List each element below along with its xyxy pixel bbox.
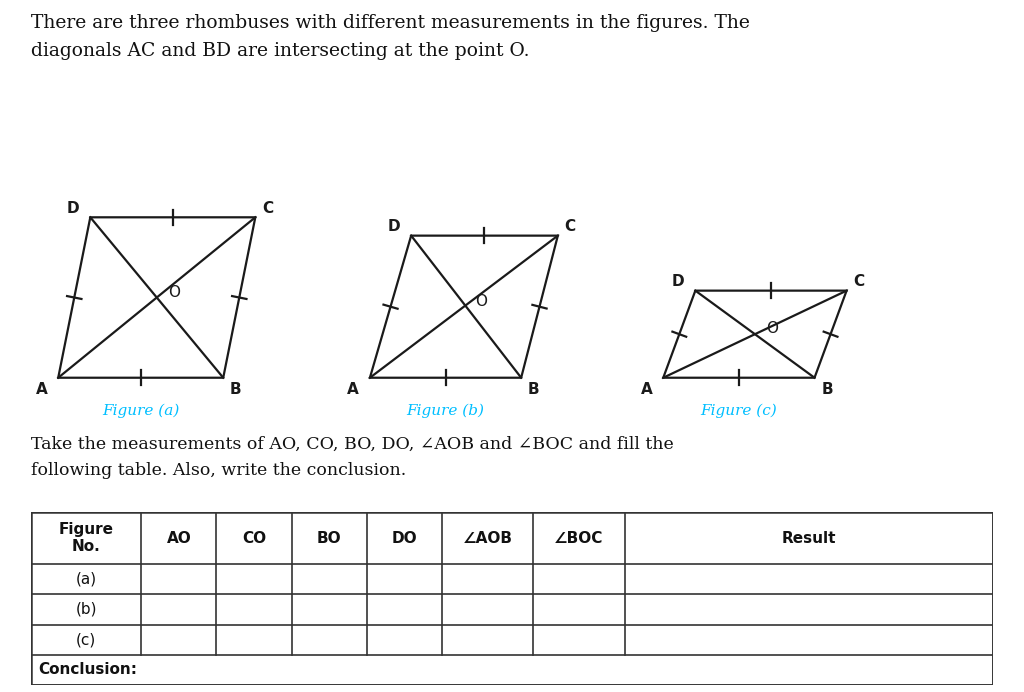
Text: (c): (c): [76, 632, 96, 647]
Text: CO: CO: [242, 531, 266, 545]
Text: B: B: [821, 382, 833, 397]
Text: (a): (a): [76, 572, 96, 587]
Text: ∠AOB: ∠AOB: [463, 531, 512, 545]
Text: Figure (a): Figure (a): [102, 403, 179, 418]
Text: There are three rhombuses with different measurements in the figures. The
diagon: There are three rhombuses with different…: [31, 14, 750, 60]
Text: AO: AO: [167, 531, 191, 545]
Text: O: O: [168, 284, 180, 300]
Text: C: C: [853, 274, 864, 289]
Text: C: C: [262, 201, 273, 216]
Text: O: O: [475, 293, 486, 309]
Text: (b): (b): [76, 602, 97, 617]
Text: ∠BOC: ∠BOC: [554, 531, 603, 545]
Text: Result: Result: [781, 531, 837, 545]
Text: Conclusion:: Conclusion:: [39, 662, 137, 677]
Text: D: D: [672, 274, 684, 289]
Text: D: D: [387, 219, 400, 235]
Text: D: D: [67, 201, 79, 216]
Text: C: C: [564, 219, 575, 235]
Text: Figure (b): Figure (b): [407, 403, 484, 418]
Text: B: B: [528, 382, 540, 397]
Text: Take the measurements of AO, CO, BO, DO, ∠AOB and ∠BOC and fill the
following ta: Take the measurements of AO, CO, BO, DO,…: [31, 436, 674, 479]
Text: DO: DO: [391, 531, 417, 545]
Text: Figure
No.: Figure No.: [58, 522, 114, 554]
Text: O: O: [766, 321, 778, 336]
Text: A: A: [36, 382, 47, 397]
Text: BO: BO: [316, 531, 341, 545]
Text: A: A: [347, 382, 358, 397]
Text: B: B: [230, 382, 242, 397]
Text: A: A: [640, 382, 652, 397]
Text: Figure (c): Figure (c): [700, 403, 777, 418]
